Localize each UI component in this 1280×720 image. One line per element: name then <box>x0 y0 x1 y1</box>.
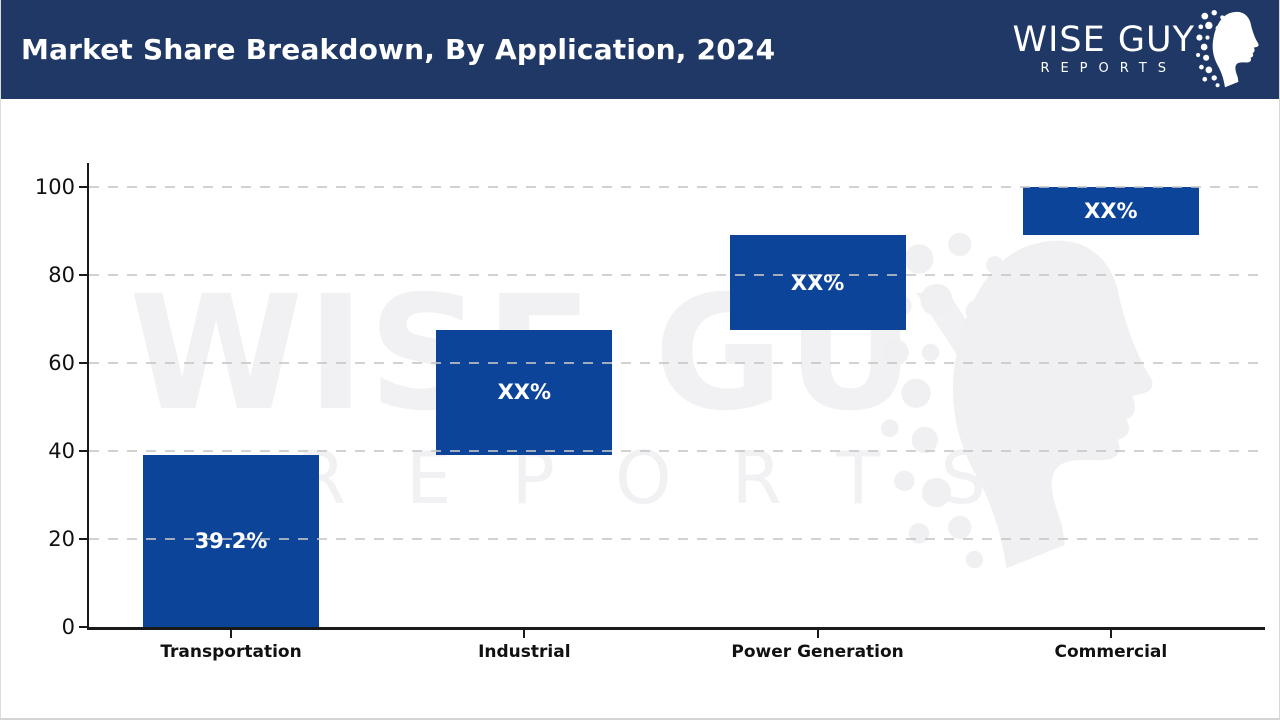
wise-guy-logo: WISE GUY REPORTS <box>1012 8 1265 90</box>
page-title: Market Share Breakdown, By Application, … <box>21 33 776 66</box>
y-axis-tick-label-20: 20 <box>48 527 75 551</box>
logo-text: WISE GUY REPORTS <box>1012 19 1195 77</box>
x-axis-label-2: Power Generation <box>731 642 904 662</box>
y-axis-tick-40 <box>79 450 88 452</box>
bar-value-label-2: XX% <box>790 270 845 295</box>
gridline-60 <box>89 362 1264 364</box>
header-bar: Market Share Breakdown, By Application, … <box>1 0 1279 99</box>
x-axis-tick-0 <box>230 629 232 638</box>
x-axis-tick-3 <box>1109 629 1112 638</box>
x-axis-line <box>87 627 1265 630</box>
logo-head-icon <box>1196 10 1259 88</box>
bar-value-label-0: 39.2% <box>194 528 268 553</box>
bar-3 <box>1022 187 1199 236</box>
y-axis-tick-0 <box>79 626 88 628</box>
y-axis-line <box>87 163 89 629</box>
bar-value-label-1: XX% <box>497 380 552 405</box>
watermark-head-icon <box>881 232 1153 569</box>
bar-0 <box>143 454 319 627</box>
y-axis-tick-label-80: 80 <box>48 263 75 287</box>
gridline-40 <box>89 450 1264 452</box>
y-axis-tick-20 <box>79 538 88 540</box>
bar-1 <box>436 330 613 455</box>
x-axis-label-0: Transportation <box>160 642 302 662</box>
bar-2 <box>729 235 906 330</box>
x-axis-tick-2 <box>816 629 819 638</box>
y-axis-tick-100 <box>79 186 88 188</box>
y-axis-tick-label-0: 0 <box>61 615 75 639</box>
y-axis-tick-80 <box>79 274 88 276</box>
gridline-20 <box>89 538 1264 540</box>
y-axis-tick-label-100: 100 <box>34 175 75 199</box>
y-axis-tick-label-40: 40 <box>48 439 75 463</box>
bar-value-label-3: XX% <box>1084 199 1138 224</box>
gridline-100 <box>89 186 1264 188</box>
y-axis-tick-label-60: 60 <box>48 351 75 375</box>
x-axis-label-3: Commercial <box>1054 642 1168 662</box>
logo-subtitle: REPORTS <box>1040 61 1178 77</box>
y-axis-tick-60 <box>79 362 88 364</box>
logo-wordmark: WISE GUY <box>1012 19 1195 60</box>
x-axis-tick-1 <box>523 629 526 638</box>
gridline-80 <box>89 274 1264 276</box>
x-axis-label-1: Industrial <box>478 642 571 662</box>
